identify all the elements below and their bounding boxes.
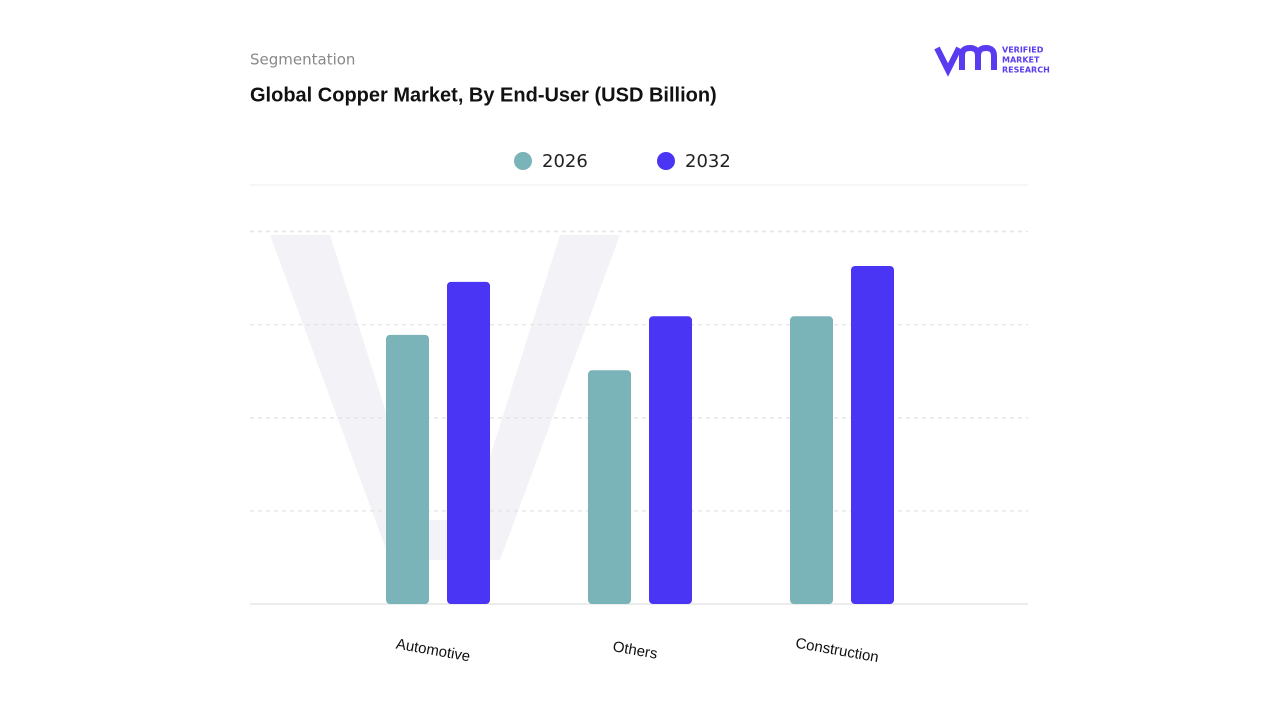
x-tick-label: Construction [794,635,880,666]
bar [386,334,429,604]
bar [447,281,490,604]
chart-title: Global Copper Market, By End-User (USD B… [250,84,717,106]
logo-mark [934,44,997,77]
legend-swatch [514,152,532,170]
logo: VERIFIED MARKET RESEARCH [934,44,1050,77]
x-tick-label: Automotive [395,636,472,666]
bar [649,316,692,604]
legend-label: 2032 [685,151,731,172]
logo-text: RESEARCH [1002,66,1050,75]
chart-subtitle: Segmentation [250,51,355,69]
watermark [270,235,620,560]
x-tick-label: Others [611,638,658,663]
bar [851,266,894,604]
legend-swatch [657,152,675,170]
legend-label: 2026 [542,151,588,172]
logo-text: MARKET [1002,56,1040,65]
bar [588,370,631,604]
logo-text: VERIFIED [1002,46,1044,55]
bar [790,316,833,604]
